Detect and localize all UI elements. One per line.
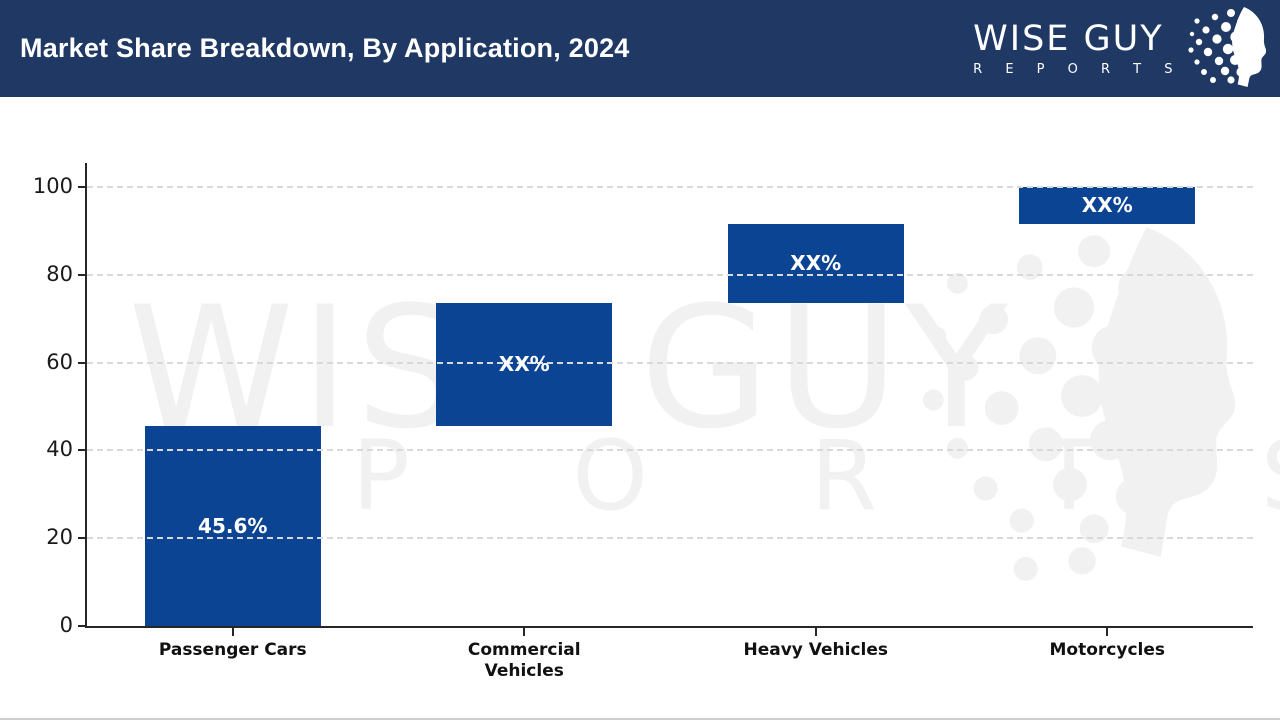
- x-tick-mark: [814, 628, 817, 636]
- gridline: [87, 273, 1253, 276]
- x-tick-mark: [523, 628, 526, 636]
- x-category-label: Heavy Vehicles: [743, 640, 889, 660]
- page-title: Market Share Breakdown, By Application, …: [20, 33, 630, 63]
- bar-value-label: XX%: [1081, 193, 1133, 218]
- watermark-head-icon: [905, 215, 1236, 589]
- bar: [1019, 187, 1196, 224]
- bar-value-label: XX%: [790, 251, 842, 276]
- y-tick-label: 20: [46, 525, 73, 550]
- y-tick-mark: [78, 361, 87, 364]
- x-tick-mark: [1106, 628, 1109, 636]
- wiseguy-logo-text: WISE GUY R E P O R T S: [973, 18, 1182, 77]
- y-axis-spine: [85, 163, 87, 628]
- x-category-label: Commercial Vehicles: [467, 640, 581, 682]
- header-bar: Market Share Breakdown, By Application, …: [0, 0, 1280, 97]
- x-category-label: Passenger Cars: [158, 640, 307, 660]
- x-axis-spine: [85, 626, 1253, 628]
- bar-value-label: XX%: [498, 352, 550, 377]
- bar: [727, 223, 904, 303]
- y-tick-mark: [78, 273, 87, 276]
- gridline: [87, 361, 1253, 364]
- y-tick-mark: [78, 537, 87, 540]
- y-tick-label: 0: [59, 613, 73, 637]
- gridline: [87, 186, 1253, 188]
- footer-rule: [0, 718, 1280, 720]
- wiseguy-logo: WISE GUY R E P O R T S: [973, 4, 1267, 94]
- x-category-label: Motorcycles: [1049, 640, 1166, 660]
- gridline: [87, 449, 1253, 452]
- bar: [436, 302, 613, 426]
- y-tick-mark: [78, 449, 87, 452]
- y-tick-mark: [78, 186, 87, 188]
- y-tick-mark: [78, 625, 87, 627]
- wiseguy-logo-subtitle: R E P O R T S: [973, 61, 1182, 77]
- gridline: [87, 537, 1253, 540]
- wiseguy-head-icon: [1184, 4, 1267, 94]
- bar: [144, 425, 321, 626]
- x-tick-mark: [231, 628, 234, 636]
- bar-value-label: 45.6%: [198, 513, 268, 538]
- y-tick-label: 100: [32, 174, 73, 198]
- y-tick-label: 80: [46, 261, 73, 286]
- y-tick-label: 40: [46, 437, 73, 462]
- wiseguy-logo-wordmark: WISE GUY: [973, 18, 1164, 59]
- y-tick-label: 60: [46, 349, 73, 374]
